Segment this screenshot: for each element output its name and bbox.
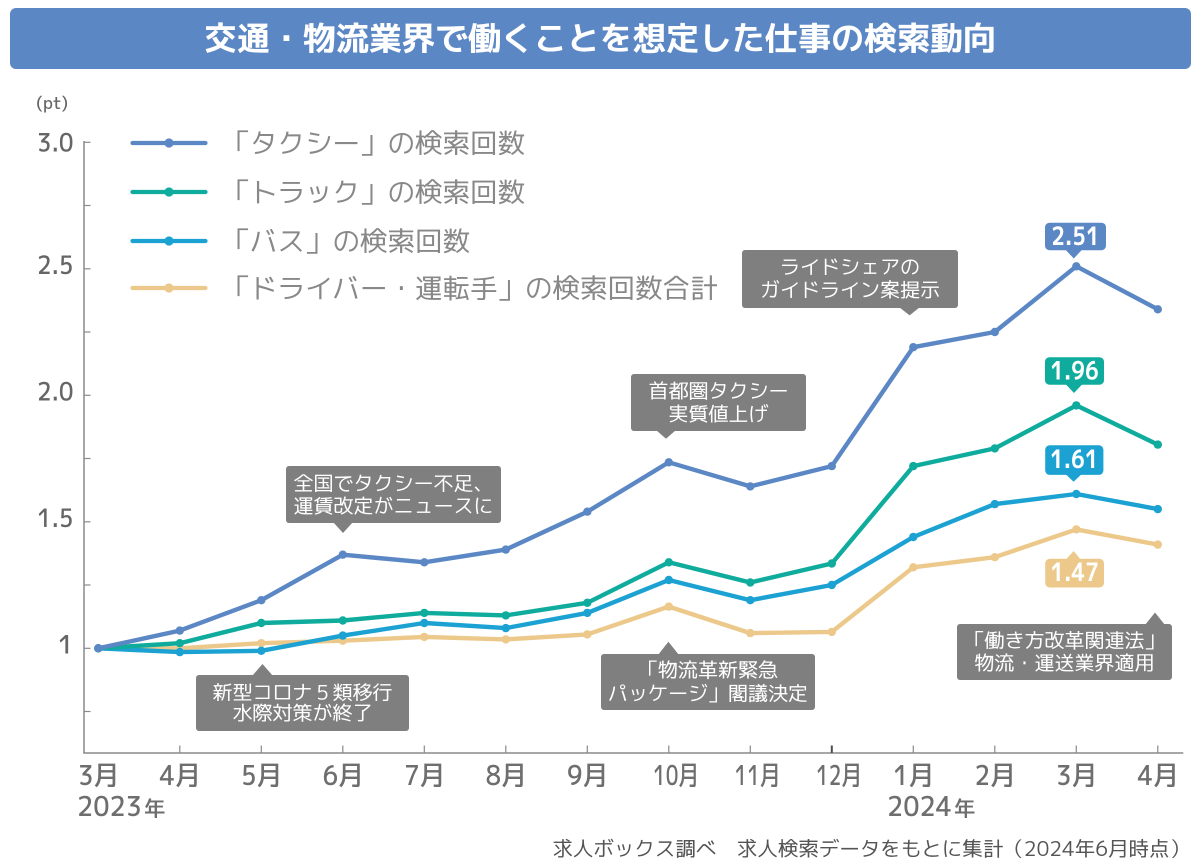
svg-text:ガイドライン案提示: ガイドライン案提示 — [760, 276, 940, 304]
svg-text:「バス」の検索回数: 「バス」の検索回数 — [223, 221, 471, 260]
svg-text:「タクシー」の検索回数: 「タクシー」の検索回数 — [223, 123, 526, 162]
svg-text:運賃改定がニュースに: 運賃改定がニュースに — [294, 492, 494, 520]
svg-text:2.51: 2.51 — [1051, 219, 1100, 254]
svg-text:5月: 5月 — [241, 756, 282, 794]
svg-text:8月: 8月 — [486, 756, 527, 794]
svg-text:12月: 12月 — [816, 756, 862, 794]
svg-text:新型コロナ５類移行: 新型コロナ５類移行 — [213, 679, 393, 707]
svg-text:2.5: 2.5 — [37, 247, 74, 282]
svg-text:6月: 6月 — [323, 756, 364, 794]
svg-text:物流・運送業界適用: 物流・運送業界適用 — [975, 649, 1155, 677]
svg-text:3月: 3月 — [78, 756, 119, 794]
svg-text:首都圏タクシー: 首都圏タクシー — [649, 377, 789, 405]
svg-text:1.61: 1.61 — [1050, 442, 1099, 477]
svg-text:9月: 9月 — [567, 756, 608, 794]
svg-text:交通・物流業界で働くことを想定した仕事の検索動向: 交通・物流業界で働くことを想定した仕事の検索動向 — [204, 15, 996, 61]
svg-text:3.0: 3.0 — [37, 124, 74, 159]
svg-text:3月: 3月 — [1056, 756, 1097, 794]
svg-text:実質値上げ: 実質値上げ — [669, 400, 769, 428]
svg-text:全国でタクシー不足、: 全国でタクシー不足、 — [294, 470, 494, 498]
svg-text:2.0: 2.0 — [37, 373, 74, 408]
svg-text:水際対策が終了: 水際対策が終了 — [233, 699, 373, 727]
svg-text:1: 1 — [58, 626, 74, 661]
svg-text:求人ボックス調べ 求人検索データをもとに集計（2024年6月: 求人ボックス調べ 求人検索データをもとに集計（2024年6月時点） — [552, 834, 1190, 863]
svg-text:11月: 11月 — [735, 756, 781, 794]
svg-text:4月: 4月 — [160, 756, 201, 794]
svg-text:2023年: 2023年 — [77, 787, 166, 825]
svg-text:1.47: 1.47 — [1050, 555, 1099, 590]
svg-text:2024年: 2024年 — [887, 787, 976, 825]
svg-text:(pt): (pt) — [36, 92, 68, 115]
svg-text:「働き方改革関連法」: 「働き方改革関連法」 — [965, 627, 1165, 655]
svg-text:2月: 2月 — [975, 756, 1016, 794]
svg-text:「トラック」の検索回数: 「トラック」の検索回数 — [223, 172, 526, 211]
svg-text:1月: 1月 — [893, 756, 934, 794]
svg-text:ライドシェアの: ライドシェアの — [780, 253, 920, 281]
svg-text:「ドライバー・運転手」の検索回数合計: 「ドライバー・運転手」の検索回数合計 — [223, 268, 718, 307]
svg-text:10月: 10月 — [653, 756, 699, 794]
svg-text:1.96: 1.96 — [1050, 354, 1099, 389]
svg-text:「物流革新緊急: 「物流革新緊急 — [638, 656, 778, 684]
svg-text:パッケージ」閣議決定: パッケージ」閣議決定 — [608, 680, 808, 708]
svg-text:7月: 7月 — [404, 756, 445, 794]
svg-text:4月: 4月 — [1138, 756, 1179, 794]
svg-text:1.5: 1.5 — [37, 500, 74, 535]
